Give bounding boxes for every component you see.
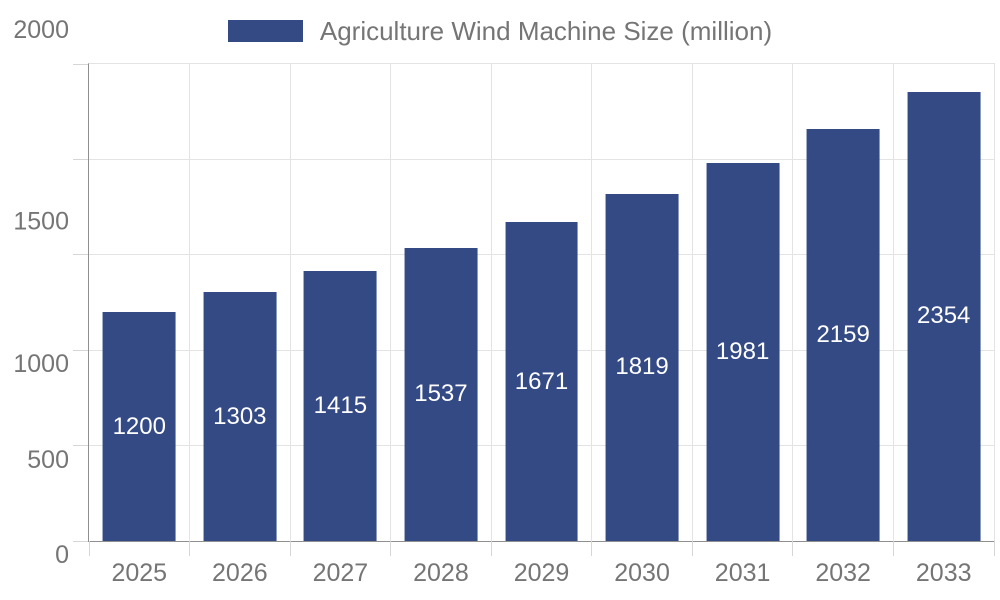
- x-axis-tick: [490, 541, 492, 556]
- bar-value-label: 1819: [615, 353, 669, 381]
- bar-2027[interactable]: 1415: [303, 271, 377, 541]
- bar-2029[interactable]: 1671: [505, 222, 578, 541]
- x-axis-tick: [792, 541, 794, 556]
- x-tick-label: 2032: [815, 559, 871, 587]
- bar-2025[interactable]: 1200: [102, 312, 176, 541]
- y-axis-tick: [73, 445, 88, 447]
- x-tick-label: 2026: [212, 559, 268, 587]
- bar-value-label: 2354: [917, 302, 971, 330]
- x-tick-label: 2028: [413, 559, 469, 587]
- bar-2030[interactable]: 1819: [605, 193, 679, 541]
- y-axis-tick: [73, 158, 88, 160]
- h-gridline: [89, 158, 994, 160]
- bar-2028[interactable]: 1537: [404, 247, 478, 541]
- y-axis-tick: [73, 254, 88, 256]
- bar-value-label: 2159: [816, 321, 870, 349]
- y-axis-tick: [73, 63, 88, 65]
- x-tick-label: 2033: [915, 559, 972, 587]
- plot-area: 0500100015002000250012002025130320261415…: [13, 16, 995, 587]
- bar-value-label: 1981: [715, 338, 770, 366]
- bar-value-label: 1671: [514, 367, 569, 395]
- x-axis-tick: [289, 541, 291, 556]
- y-axis-tick: [73, 349, 88, 351]
- x-tick-label: 2025: [111, 559, 168, 587]
- v-gridline: [189, 64, 191, 541]
- bar-2031[interactable]: 1981: [706, 163, 780, 541]
- x-axis-tick: [390, 541, 392, 556]
- bar-value-label: 1200: [112, 412, 166, 440]
- x-axis-tick: [993, 541, 995, 556]
- legend-swatch: [227, 20, 303, 42]
- v-gridline: [892, 64, 894, 541]
- y-axis-tick: [73, 540, 88, 542]
- x-tick-label: 2027: [312, 559, 369, 587]
- v-gridline: [792, 64, 794, 541]
- x-axis-tick: [892, 541, 894, 556]
- legend-label: Agriculture Wind Machine Size (million): [319, 16, 773, 46]
- bar-2033[interactable]: 2354: [907, 91, 981, 541]
- bar-value-label: 1303: [213, 402, 267, 430]
- v-gridline: [691, 64, 693, 541]
- y-tick-label: 2500: [13, 0, 69, 303]
- v-gridline: [390, 64, 392, 541]
- legend-item[interactable]: Agriculture Wind Machine Size (million): [0, 17, 1000, 45]
- x-axis-tick: [88, 541, 90, 556]
- bar-2026[interactable]: 1303: [203, 292, 277, 541]
- x-axis-tick: [591, 541, 593, 556]
- v-gridline: [591, 64, 593, 541]
- bar-2032[interactable]: 2159: [806, 129, 880, 541]
- bar-value-label: 1415: [313, 392, 368, 420]
- x-axis-tick: [189, 541, 191, 556]
- x-axis-tick: [691, 541, 693, 556]
- y-tick-label: 2000: [13, 16, 69, 45]
- x-tick-label: 2030: [614, 559, 670, 587]
- v-gridline: [490, 64, 492, 541]
- x-tick-label: 2029: [513, 559, 570, 587]
- v-gridline: [289, 64, 291, 541]
- x-tick-label: 2031: [714, 559, 771, 587]
- bar-value-label: 1537: [414, 380, 468, 408]
- y-tick-label: 1500: [13, 207, 69, 236]
